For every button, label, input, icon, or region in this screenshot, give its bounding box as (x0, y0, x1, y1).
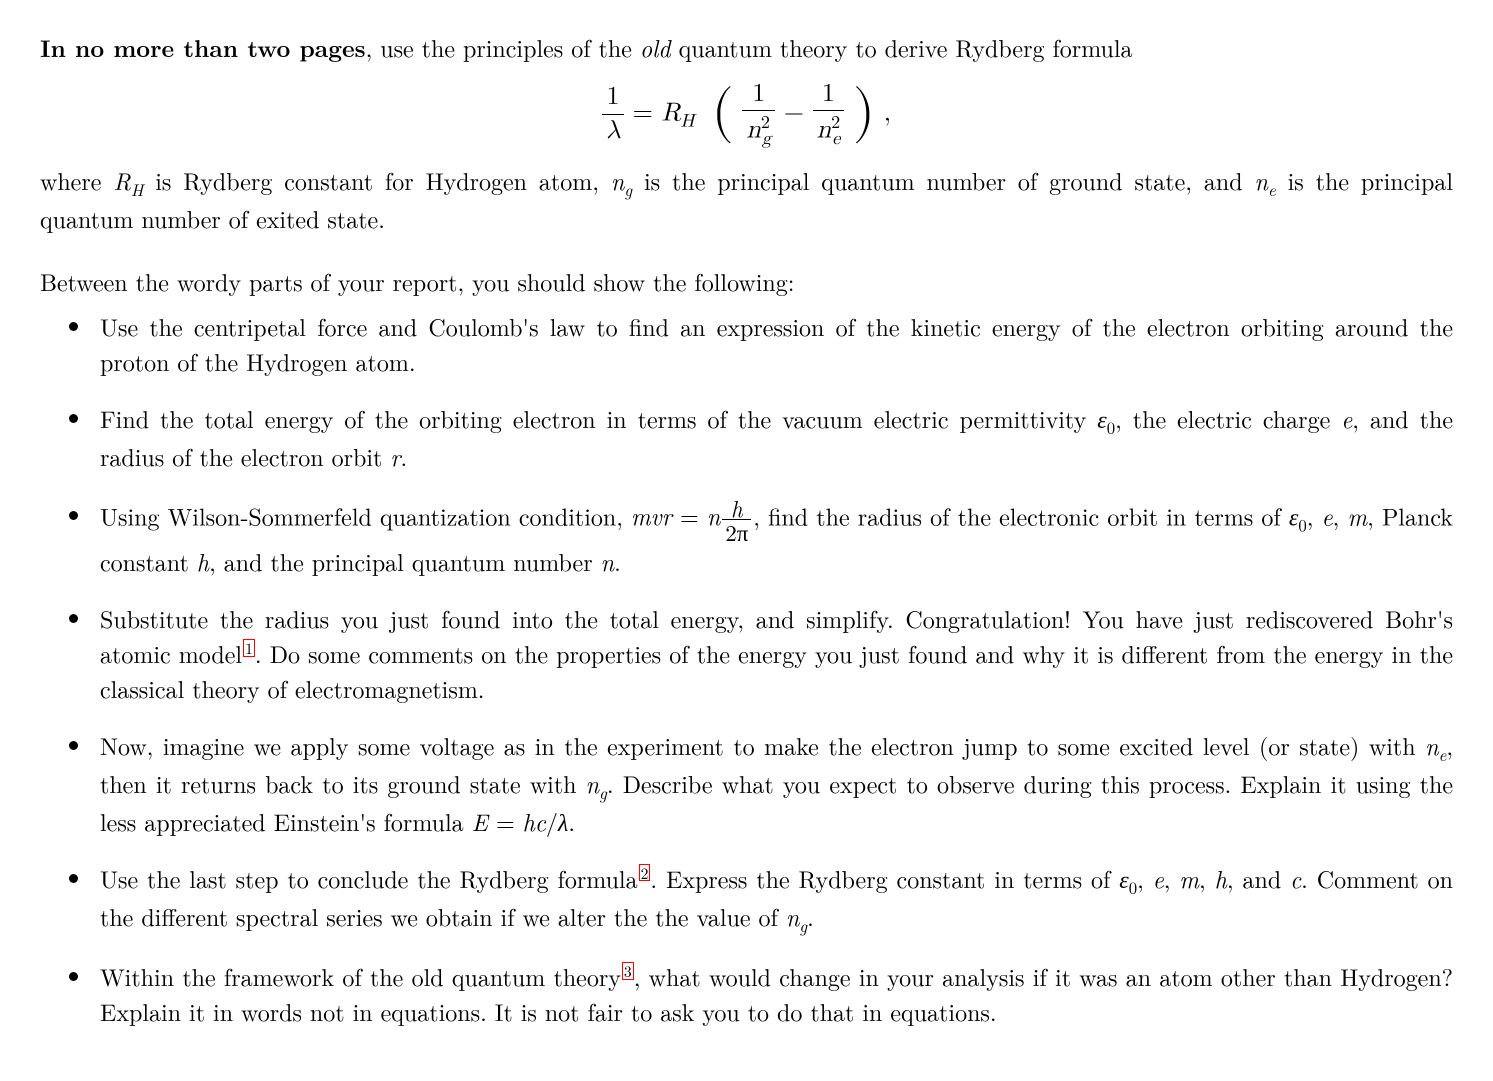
p2-a: where (40, 163, 113, 197)
intro-lead-b: quantum theory to derive Rydberg formula (671, 30, 1133, 64)
b6-eps-sub: 0 (1129, 874, 1137, 898)
b7-a: Within the framework of the old quantum … (100, 959, 621, 993)
p2-ng-sub: g (624, 177, 632, 201)
eq-sign: = (633, 100, 662, 126)
b3-h: h (197, 544, 209, 578)
R-sym: R (661, 100, 680, 126)
b5-slash: / (546, 804, 558, 838)
b3-n: n (707, 498, 721, 532)
b3-eps: ε (1289, 498, 1298, 532)
b6-m: m (1179, 861, 1199, 895)
t2-sub: e (832, 129, 840, 148)
b6-e2: , (1199, 861, 1215, 895)
b3-eq: = (672, 498, 707, 532)
p2-ne-sub: e (1268, 177, 1276, 201)
b1-text: Use the centripetal force and Coulomb's … (100, 309, 1453, 378)
b5-lam: λ (558, 804, 568, 838)
b5-eq: = (488, 804, 523, 838)
b5-E: E (472, 804, 488, 838)
p2-c: is the principal quantum number of groun… (632, 163, 1254, 197)
eq-tail: , (884, 100, 891, 126)
bullet-5: Now, imagine we apply some voltage as in… (94, 728, 1453, 839)
b6-c: , (1137, 861, 1153, 895)
b6-a: Use the last step to conclude the Rydber… (100, 861, 638, 895)
p2-RH-sub: H (131, 177, 143, 201)
t2-n: n (817, 118, 831, 144)
b6-e: e (1153, 861, 1164, 895)
b5-a: Now, imagine we apply some voltage as in… (100, 728, 1425, 762)
intro-paragraph: In no more than two pages, use the princ… (40, 30, 1453, 66)
t1-num: 1 (742, 80, 775, 112)
p2-b: is Rydberg constant for Hydrogen atom, (143, 163, 611, 197)
b5-d: . (568, 804, 575, 838)
b6-d: , (1164, 861, 1180, 895)
b2-r: r (390, 439, 400, 473)
bullet-list: Use the centripetal force and Coulomb's … (40, 309, 1453, 1029)
b6-f: , and (1227, 861, 1290, 895)
t1-n: n (746, 118, 760, 144)
b6-cc: c (1290, 861, 1301, 895)
minus-sign: − (784, 100, 813, 126)
spacer (40, 236, 1453, 264)
b3-m: m (1348, 498, 1368, 532)
lhs-fraction: 1 λ (602, 83, 624, 145)
bullet-3: Using Wilson-Sommerfeld quantization con… (94, 496, 1453, 580)
footnote-ref-3[interactable]: 3 (622, 962, 634, 980)
b3-c: , (1307, 498, 1322, 532)
b2-eps: ε (1097, 401, 1106, 435)
b4-b: . Do some comments on the properties of … (100, 636, 1453, 705)
intro-lead-italic: old (640, 30, 671, 64)
bullet-4: Substitute the radius you just found int… (94, 601, 1453, 705)
b3-d: , (1333, 498, 1348, 532)
instructions-paragraph: Between the wordy parts of your report, … (40, 264, 1453, 299)
bullet-2: Find the total energy of the orbiting el… (94, 401, 1453, 474)
b6-h2: . (807, 899, 814, 933)
rydberg-display-equation: 1 λ = RH ( 1 n2g − 1 n2e ) , (40, 80, 1453, 149)
b6-ng-n: n (786, 899, 800, 933)
b2-e: e (1341, 401, 1352, 435)
p2-ng-n: n (611, 163, 625, 197)
t1-sub: g (762, 129, 771, 148)
footnote-ref-2[interactable]: 2 (639, 864, 651, 882)
b5-ne-n: n (1425, 728, 1439, 762)
R-sub: H (681, 111, 695, 130)
document-page: In no more than two pages, use the princ… (0, 0, 1493, 1081)
b3-nn: n (601, 544, 615, 578)
where-paragraph: where RH is Rydberg constant for Hydroge… (40, 163, 1453, 236)
b2-a: Find the total energy of the orbiting el… (100, 401, 1097, 435)
p2-ne-n: n (1254, 163, 1268, 197)
b2-d: . (401, 439, 408, 473)
p2-RH-R: R (113, 163, 131, 197)
b6-h: h (1215, 861, 1227, 895)
t2-num: 1 (813, 80, 845, 112)
intro-lead-bold: In no more than two pages (40, 31, 366, 65)
b5-hc: hc (523, 804, 546, 838)
b3-hden: 2π (722, 520, 751, 544)
b6-b: . Express the Rydberg constant in terms … (650, 861, 1119, 895)
footnote-ref-1[interactable]: 1 (243, 639, 255, 657)
b3-a: Using Wilson-Sommerfeld quantization con… (100, 498, 631, 532)
lhs-den: λ (606, 118, 620, 144)
term2-fraction: 1 n2e (813, 80, 845, 149)
b3-hfrac: h2π (722, 496, 751, 545)
b2-b: , the electric charge (1115, 401, 1341, 435)
b2-eps-sub: 0 (1107, 414, 1115, 438)
term1-fraction: 1 n2g (742, 80, 775, 149)
b5-ng-sub: g (599, 779, 607, 803)
b3-eps-sub: 0 (1298, 512, 1306, 536)
b5-ng-n: n (586, 766, 600, 800)
bullet-1: Use the centripetal force and Coulomb's … (94, 309, 1453, 379)
intro-lead-a: , use the principles of the (366, 30, 640, 64)
bullet-7: Within the framework of the old quantum … (94, 959, 1453, 1029)
b3-f: , and the principal quantum number (209, 544, 601, 578)
b6-eps: ε (1119, 861, 1128, 895)
b6-ng-sub: g (799, 913, 807, 937)
b3-b: , find the radius of the electronic orbi… (753, 498, 1289, 532)
b3-g: . (614, 544, 621, 578)
bullet-6: Use the last step to conclude the Rydber… (94, 861, 1453, 937)
lhs-num: 1 (602, 83, 624, 115)
b3-mvr: mvr (631, 498, 672, 532)
b3-e: e (1322, 498, 1333, 532)
